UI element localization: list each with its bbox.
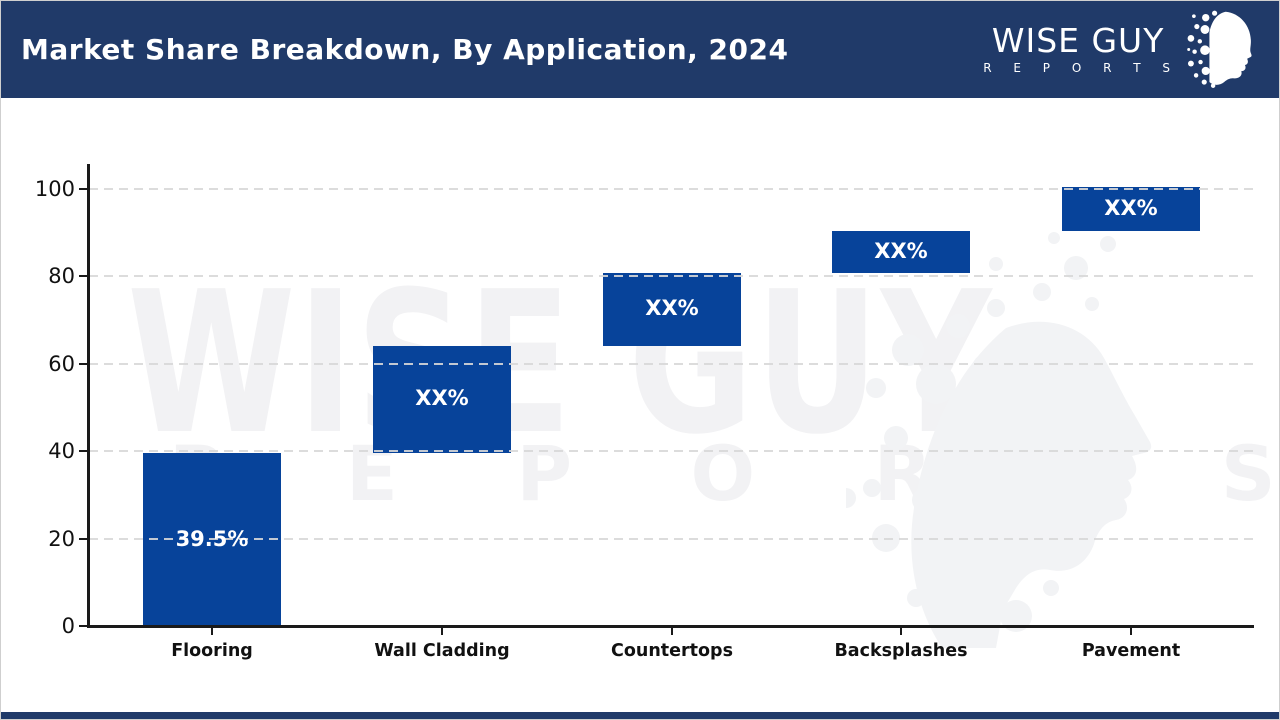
x-tick-mark xyxy=(441,627,443,635)
bar-value-label: XX% xyxy=(1104,196,1158,221)
logo-subtitle: R E P O R T S xyxy=(983,60,1179,75)
bar-value-label: 39.5% xyxy=(175,526,249,551)
y-tick-mark xyxy=(79,625,87,627)
y-axis-line xyxy=(87,164,90,628)
x-tick-label-countertops: Countertops xyxy=(611,641,733,661)
y-tick-label: 60 xyxy=(48,351,75,376)
x-tick-mark xyxy=(1130,627,1132,635)
y-tick-label: 80 xyxy=(48,264,75,288)
bar-flooring xyxy=(143,453,281,626)
bar-pavement xyxy=(1062,187,1200,231)
x-tick-mark xyxy=(900,627,902,635)
y-tick-mark xyxy=(79,537,87,540)
footer-strip xyxy=(1,712,1279,719)
x-tick-mark xyxy=(211,627,213,635)
bar-value-label: XX% xyxy=(874,239,928,264)
header-bar: Market Share Breakdown, By Application, … xyxy=(1,1,1279,98)
logo-wordmark: WISE GUY xyxy=(991,21,1165,61)
grid-line-20 xyxy=(89,537,1254,540)
bar-backsplashes xyxy=(832,230,970,274)
y-tick-mark xyxy=(79,187,87,190)
page-title: Market Share Breakdown, By Application, … xyxy=(21,33,789,66)
logo-text: WISE GUY R E P O R T S xyxy=(977,24,1179,75)
dotted-head-profile-icon xyxy=(1185,7,1259,93)
y-tick-mark xyxy=(79,362,87,365)
grid-line-80 xyxy=(89,275,1254,277)
y-tick-label: 100 xyxy=(34,176,75,201)
x-tick-label-backsplashes: Backsplashes xyxy=(834,641,968,661)
x-tick-mark xyxy=(671,627,673,635)
grid-line-100 xyxy=(89,187,1254,190)
grid-line-40 xyxy=(89,450,1254,452)
bar-value-label: XX% xyxy=(645,296,699,321)
x-tick-label-pavement: Pavement xyxy=(1081,641,1181,661)
grid-line-60 xyxy=(89,362,1254,365)
y-tick-mark xyxy=(79,275,87,277)
x-axis-line xyxy=(87,625,1254,628)
y-tick-label: 20 xyxy=(48,526,75,551)
bar-value-label: XX% xyxy=(415,386,469,411)
y-tick-mark xyxy=(79,450,87,452)
y-tick-label: 40 xyxy=(48,439,75,463)
x-tick-label-wall-cladding: Wall Cladding xyxy=(374,641,510,661)
wise-guy-reports-logo: WISE GUY R E P O R T S xyxy=(977,7,1259,93)
x-tick-label-flooring: Flooring xyxy=(171,641,253,661)
bar-countertops xyxy=(603,273,741,346)
y-tick-label: 0 xyxy=(61,614,75,638)
